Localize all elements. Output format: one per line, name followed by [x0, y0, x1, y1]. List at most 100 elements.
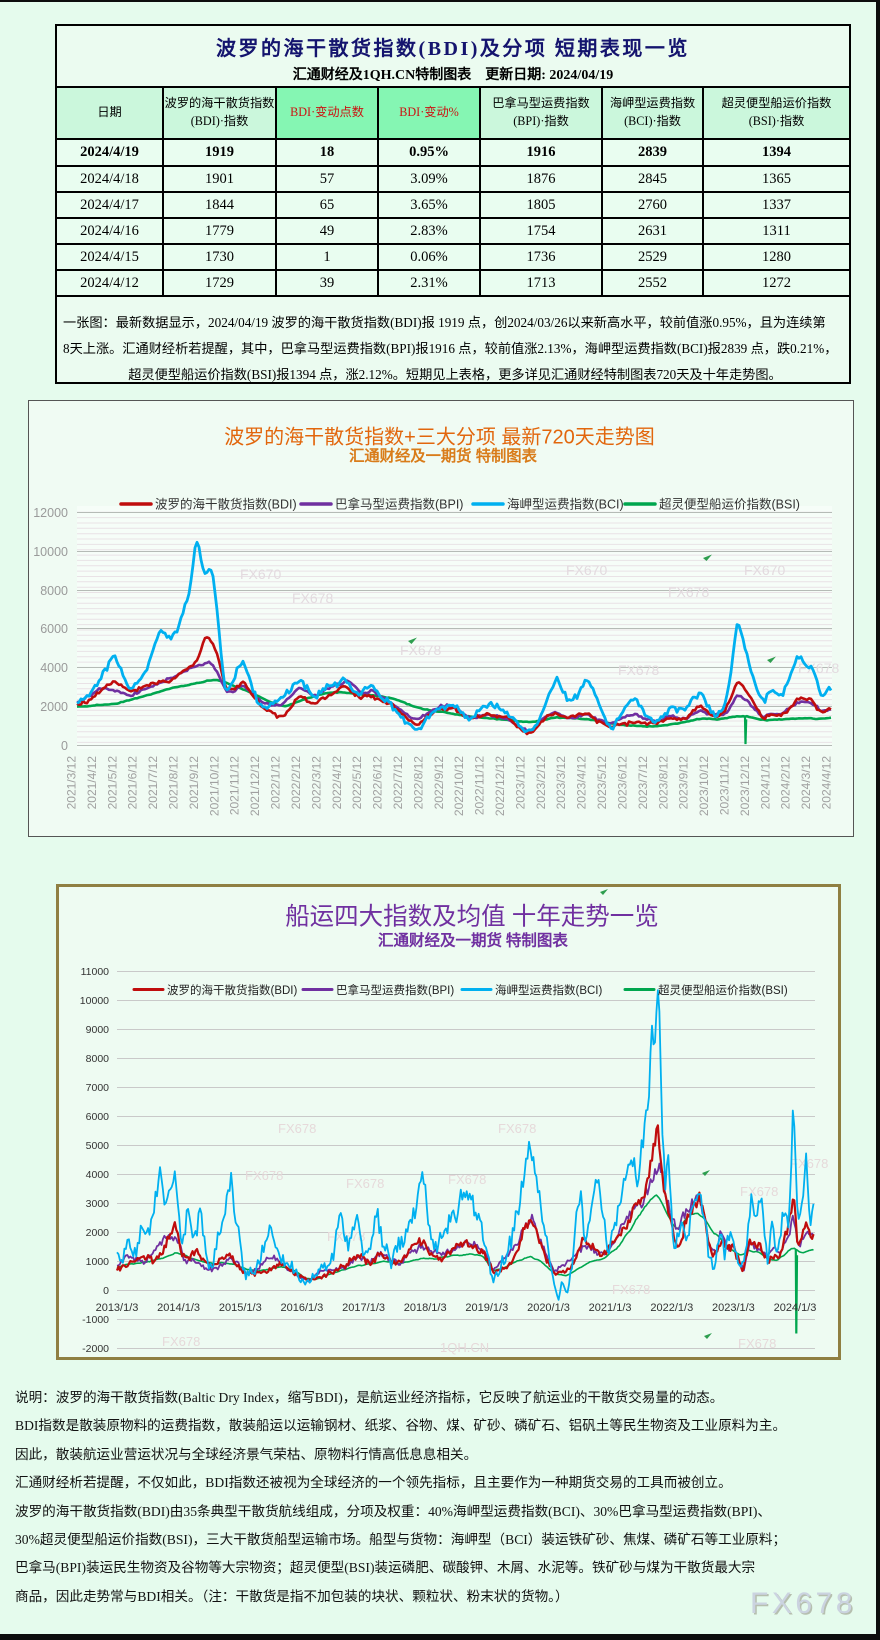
svg-text:2023/9/12: 2023/9/12: [677, 756, 691, 810]
svg-text:FX678: FX678: [400, 642, 441, 658]
svg-text:2021/4/12: 2021/4/12: [85, 756, 99, 810]
svg-text:2022/3/12: 2022/3/12: [309, 756, 323, 810]
svg-text:8000: 8000: [40, 584, 68, 598]
svg-text:2021/12/12: 2021/12/12: [248, 756, 262, 816]
svg-text:FX678: FX678: [245, 1168, 283, 1183]
svg-text:11000: 11000: [81, 966, 110, 978]
svg-text:2020/1/3: 2020/1/3: [527, 1302, 570, 1314]
svg-text:2023/1/3: 2023/1/3: [712, 1302, 755, 1314]
svg-text:2023/6/12: 2023/6/12: [615, 756, 629, 810]
svg-text:1000: 1000: [86, 1256, 110, 1268]
svg-text:FX670: FX670: [744, 562, 785, 578]
svg-text:FX670: FX670: [566, 562, 607, 578]
svg-text:汇通财经及一期货 特制图表: 汇通财经及一期货 特制图表: [349, 447, 538, 465]
svg-text:2021/5/12: 2021/5/12: [105, 756, 119, 810]
svg-text:FX678: FX678: [292, 590, 333, 606]
svg-text:2000: 2000: [86, 1227, 110, 1239]
svg-text:2021/7/12: 2021/7/12: [146, 756, 160, 810]
svg-text:2016/1/3: 2016/1/3: [280, 1302, 323, 1314]
svg-text:-1000: -1000: [82, 1314, 109, 1326]
svg-text:2022/8/12: 2022/8/12: [411, 756, 425, 810]
svg-text:超灵便型船运价指数(BSI): 超灵便型船运价指数(BSI): [659, 497, 800, 512]
svg-text:2014/1/3: 2014/1/3: [157, 1302, 200, 1314]
svg-text:2023/4/12: 2023/4/12: [575, 756, 589, 810]
svg-text:7000: 7000: [86, 1082, 110, 1094]
svg-text:2022/1/3: 2022/1/3: [650, 1302, 693, 1314]
svg-text:8000: 8000: [86, 1053, 110, 1065]
svg-text:波罗的海干散货指数(BDI): 波罗的海干散货指数(BDI): [167, 983, 297, 997]
svg-text:FX678: FX678: [740, 1184, 778, 1199]
svg-text:9000: 9000: [86, 1024, 110, 1036]
svg-text:3000: 3000: [86, 1198, 110, 1210]
svg-text:海岬型运费指数(BCI): 海岬型运费指数(BCI): [495, 983, 602, 997]
svg-text:2021/9/12: 2021/9/12: [187, 756, 201, 810]
svg-text:FX678: FX678: [162, 1334, 200, 1349]
svg-text:超灵便型船运价指数(BSI): 超灵便型船运价指数(BSI): [658, 983, 788, 997]
svg-text:2023/3/12: 2023/3/12: [554, 756, 568, 810]
svg-text:2023/1/12: 2023/1/12: [513, 756, 527, 810]
svg-text:5000: 5000: [86, 1140, 110, 1152]
svg-text:2024/1/12: 2024/1/12: [758, 756, 772, 810]
svg-text:2018/1/3: 2018/1/3: [404, 1302, 447, 1314]
svg-text:FX678: FX678: [498, 1121, 536, 1136]
svg-text:2024/1/3: 2024/1/3: [774, 1302, 817, 1314]
svg-text:汇通财经及一期货 特制图表: 汇通财经及一期货 特制图表: [378, 931, 568, 950]
svg-text:1QH.CN: 1QH.CN: [440, 1340, 489, 1355]
svg-text:2022/6/12: 2022/6/12: [371, 756, 385, 810]
svg-text:2023/8/12: 2023/8/12: [656, 756, 670, 810]
svg-text:2019/1/3: 2019/1/3: [465, 1302, 508, 1314]
svg-text:2022/12/12: 2022/12/12: [493, 756, 507, 816]
svg-text:2017/1/3: 2017/1/3: [342, 1302, 385, 1314]
svg-text:10000: 10000: [80, 995, 109, 1007]
svg-text:海岬型运费指数(BCI): 海岬型运费指数(BCI): [507, 497, 624, 512]
svg-text:2024/4/12: 2024/4/12: [820, 756, 834, 810]
svg-text:FX678: FX678: [738, 1336, 776, 1351]
svg-text:6000: 6000: [86, 1111, 110, 1123]
svg-text:2021/3/12: 2021/3/12: [65, 756, 79, 810]
svg-text:2024/3/12: 2024/3/12: [799, 756, 813, 810]
svg-text:FX678: FX678: [612, 1282, 650, 1297]
svg-text:2023/5/12: 2023/5/12: [595, 756, 609, 810]
svg-text:2000: 2000: [40, 700, 68, 714]
svg-text:0: 0: [61, 739, 68, 753]
svg-text:2013/1/3: 2013/1/3: [96, 1302, 139, 1314]
svg-text:巴拿马型运费指数(BPI): 巴拿马型运费指数(BPI): [336, 983, 454, 997]
svg-text:2022/5/12: 2022/5/12: [350, 756, 364, 810]
svg-text:FX678: FX678: [618, 662, 659, 678]
svg-text:2022/9/12: 2022/9/12: [432, 756, 446, 810]
svg-text:2022/4/12: 2022/4/12: [330, 756, 344, 810]
svg-text:12000: 12000: [33, 506, 68, 520]
svg-text:船运四大指数及均值 十年走势一览: 船运四大指数及均值 十年走势一览: [285, 903, 659, 931]
svg-text:2015/1/3: 2015/1/3: [219, 1302, 262, 1314]
svg-text:2022/1/12: 2022/1/12: [269, 756, 283, 810]
svg-text:FX678: FX678: [448, 1172, 486, 1187]
svg-text:2021/6/12: 2021/6/12: [126, 756, 140, 810]
svg-text:2021/10/12: 2021/10/12: [207, 756, 221, 816]
svg-text:巴拿马型运费指数(BPI): 巴拿马型运费指数(BPI): [335, 497, 463, 512]
svg-text:2021/1/3: 2021/1/3: [589, 1302, 632, 1314]
svg-text:FX670: FX670: [240, 566, 281, 582]
svg-text:FX678: FX678: [790, 1156, 828, 1171]
svg-text:FX678: FX678: [278, 1121, 316, 1136]
svg-text:0: 0: [103, 1285, 109, 1297]
svg-text:4000: 4000: [40, 661, 68, 675]
svg-text:波罗的海干散货指数(BDI): 波罗的海干散货指数(BDI): [155, 497, 297, 512]
svg-text:波罗的海干散货指数+三大分项 最新720天走势图: 波罗的海干散货指数+三大分项 最新720天走势图: [224, 426, 655, 449]
svg-text:6000: 6000: [40, 622, 68, 636]
svg-text:FX678: FX678: [346, 1176, 384, 1191]
svg-text:2023/7/12: 2023/7/12: [636, 756, 650, 810]
svg-text:2024/2/12: 2024/2/12: [779, 756, 793, 810]
svg-text:FX678: FX678: [668, 584, 709, 600]
svg-text:FX678: FX678: [798, 660, 839, 676]
svg-text:2023/10/12: 2023/10/12: [697, 756, 711, 816]
svg-text:2022/11/12: 2022/11/12: [473, 756, 487, 815]
svg-text:2023/2/12: 2023/2/12: [534, 756, 548, 810]
svg-text:2022/7/12: 2022/7/12: [391, 756, 405, 810]
svg-text:4000: 4000: [86, 1169, 110, 1181]
svg-text:2021/8/12: 2021/8/12: [167, 756, 181, 810]
svg-text:10000: 10000: [33, 545, 68, 559]
svg-text:2022/10/12: 2022/10/12: [452, 756, 466, 816]
svg-text:2023/11/12: 2023/11/12: [718, 756, 732, 815]
svg-text:2023/12/12: 2023/12/12: [738, 756, 752, 816]
svg-text:-2000: -2000: [82, 1343, 109, 1355]
